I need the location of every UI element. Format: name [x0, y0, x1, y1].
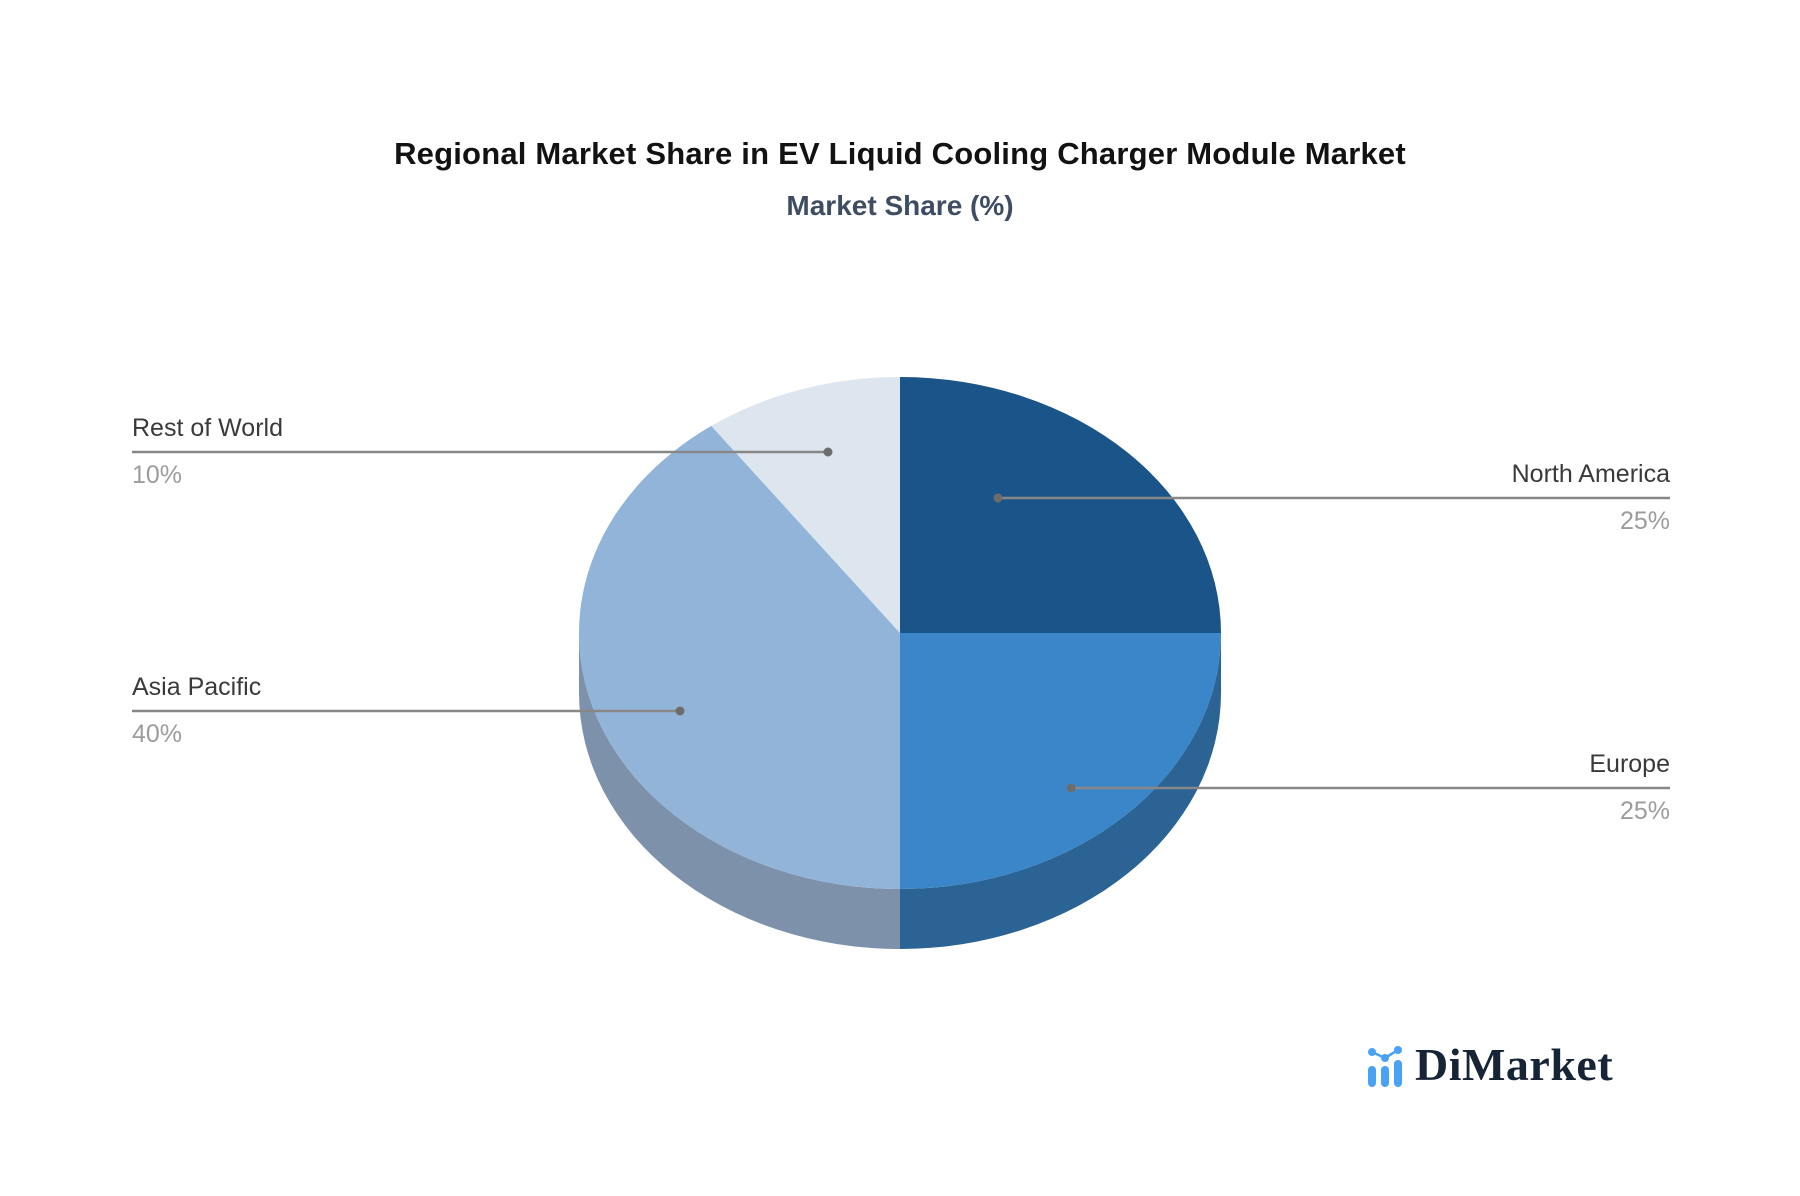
pie-slice-side-europe	[900, 633, 1221, 949]
slice-value-europe: 25%	[1619, 797, 1670, 825]
bar-chart-logo-icon	[1368, 1046, 1402, 1087]
slice-label-rest-of-world: Rest of World	[132, 414, 283, 442]
chart-subtitle: Market Share (%)	[786, 190, 1014, 221]
pie-slice-europe[interactable]	[900, 633, 1221, 889]
leader-dot-europe	[1066, 783, 1076, 793]
leader-dot-north-america	[993, 493, 1003, 503]
slice-value-rest-of-world: 10%	[132, 461, 183, 489]
slice-label-north-america: North America	[1511, 460, 1670, 488]
leader-dot-asia-pacific	[675, 706, 685, 716]
slice-value-north-america: 25%	[1619, 507, 1670, 535]
slice-label-asia-pacific: Asia Pacific	[132, 673, 262, 701]
chart-title: Regional Market Share in EV Liquid Cooli…	[394, 136, 1406, 171]
slice-value-asia-pacific: 40%	[132, 720, 183, 748]
pie-slice-asia-pacific[interactable]	[578, 425, 900, 889]
leader-dot-rest-of-world	[823, 447, 833, 457]
slice-label-europe: Europe	[1589, 750, 1670, 778]
pie-slice-side-asia-pacific	[579, 633, 900, 949]
pie-slice-rest-of-world[interactable]	[711, 377, 900, 633]
pie-slice-north-america[interactable]	[900, 377, 1221, 633]
brand-logo: DiMarket	[1368, 1039, 1614, 1091]
brand-name: DiMarket	[1415, 1039, 1614, 1091]
